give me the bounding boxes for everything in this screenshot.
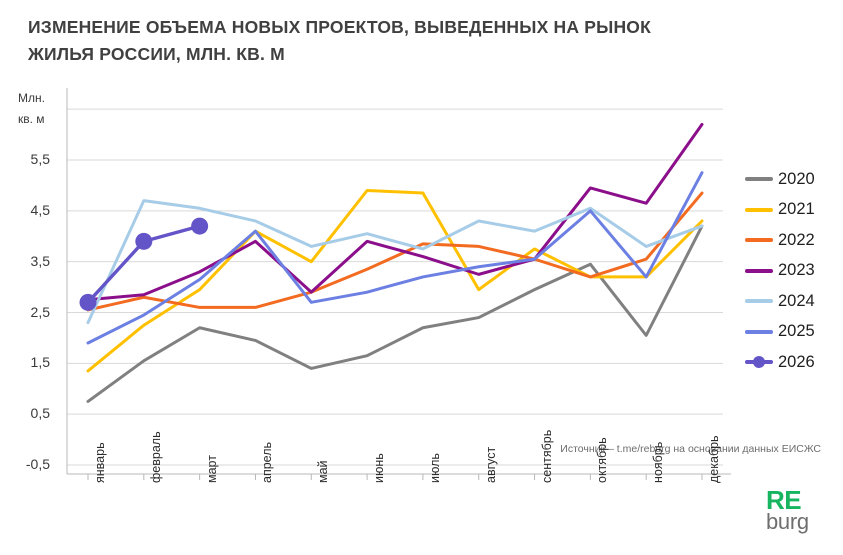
x-tick-label-апрель: апрель	[260, 441, 275, 483]
y-tick-label: 0,5	[30, 405, 50, 422]
legend-label-2026: 2026	[778, 352, 815, 371]
page-title: ИЗМЕНЕНИЕ ОБЪЕМА НОВЫХ ПРОЕКТОВ, ВЫВЕДЕН…	[28, 17, 651, 64]
legend-swatch-2024	[745, 299, 773, 304]
y-tick-label: 1,5	[30, 354, 50, 371]
x-tick-label-ноябрь: ноябрь	[651, 441, 666, 483]
y-tick-label: 4,5	[30, 201, 50, 218]
x-tick-label-июнь: июнь	[372, 453, 387, 483]
legend-item-2022[interactable]: 2022	[745, 225, 843, 256]
x-tick-label-май: май	[316, 460, 331, 483]
x-tick-label-июль: июль	[427, 453, 442, 483]
legend-label-2024: 2024	[778, 291, 815, 310]
legend-label-2023: 2023	[778, 261, 815, 280]
chart-legend: 2020 2021 2022 2023 2024 2025 2026	[745, 164, 843, 378]
y-axis-unit: Млн. кв. м	[18, 88, 45, 130]
x-tick-label-август: август	[483, 446, 498, 483]
x-tick-label-октябрь: октябрь	[595, 437, 610, 483]
series-line-2024	[86, 199, 704, 325]
x-tick-label-март: март	[204, 455, 219, 483]
y-tick-label: 3,5	[30, 252, 50, 269]
x-tick-label-февраль: февраль	[148, 431, 163, 483]
legend-item-2024[interactable]: 2024	[745, 286, 843, 317]
y-axis-unit-line2: кв. м	[18, 112, 45, 126]
series-line-2021	[86, 189, 704, 373]
source-note: Источник – t.me/reburg на основании данн…	[560, 443, 821, 455]
series-line-2022	[86, 191, 704, 312]
legend-swatch-2021	[745, 207, 773, 212]
data-point-2026-2	[191, 217, 209, 235]
legend-item-2026[interactable]: 2026	[745, 347, 843, 378]
legend-swatch-2022	[745, 238, 773, 243]
legend-swatch-2023	[745, 268, 773, 273]
series-line-2025	[86, 171, 704, 345]
x-tick-label-сентябрь: сентябрь	[539, 429, 554, 483]
legend-swatch-2026	[745, 360, 773, 365]
reburg-logo: RE burg	[766, 487, 809, 533]
logo-re-text: RE	[766, 485, 802, 515]
legend-item-2023[interactable]: 2023	[745, 256, 843, 287]
y-tick-label: -0,5	[25, 456, 50, 472]
series-line-2023	[86, 122, 704, 302]
x-tick-label-декабрь: декабрь	[707, 435, 721, 483]
legend-swatch-2020	[745, 177, 773, 182]
y-axis-unit-line1: Млн.	[18, 91, 45, 105]
legend-item-2020[interactable]: 2020	[745, 164, 843, 195]
legend-item-2021[interactable]: 2021	[745, 195, 843, 226]
data-point-2026-1	[135, 232, 153, 250]
logo-burg-text: burg	[766, 509, 809, 534]
legend-label-2022: 2022	[778, 230, 815, 249]
data-point-2026-0	[79, 293, 97, 311]
legend-label-2020: 2020	[778, 169, 815, 188]
legend-label-2025: 2025	[778, 322, 815, 341]
legend-label-2021: 2021	[778, 200, 815, 219]
legend-item-2025[interactable]: 2025	[745, 317, 843, 348]
y-tick-label: 5,5	[30, 151, 50, 167]
y-tick-label: 2,5	[30, 303, 50, 320]
series-line-2020	[86, 224, 704, 403]
x-tick-label-январь: январь	[93, 442, 107, 483]
legend-swatch-2025	[745, 329, 773, 334]
